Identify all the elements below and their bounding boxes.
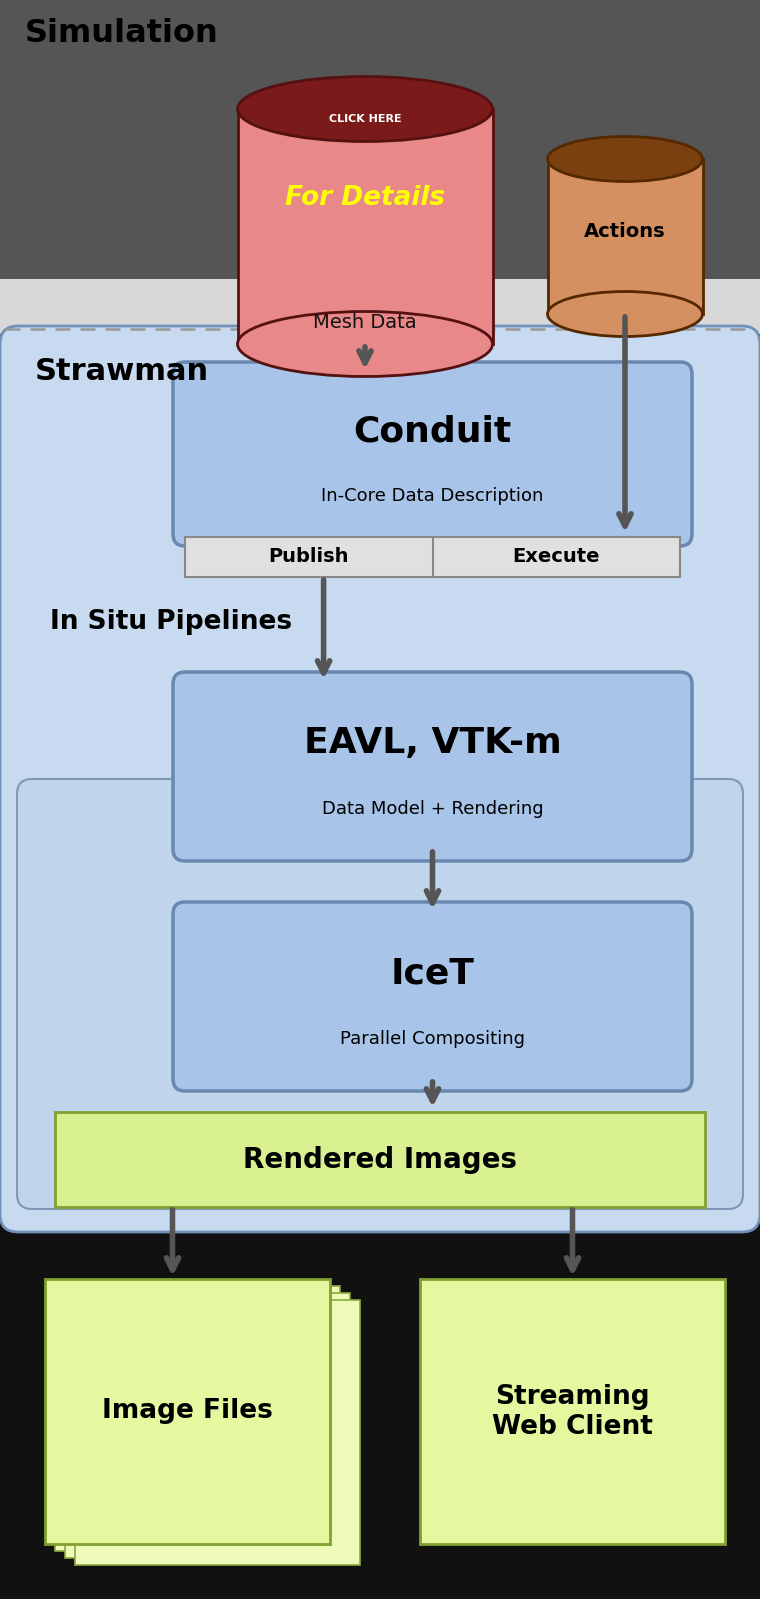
Ellipse shape — [237, 312, 492, 376]
FancyBboxPatch shape — [55, 1111, 705, 1207]
Text: Rendered Images: Rendered Images — [243, 1145, 517, 1174]
Text: Mesh Data: Mesh Data — [313, 313, 416, 333]
Text: In-Core Data Description: In-Core Data Description — [321, 486, 543, 505]
Text: Execute: Execute — [512, 547, 600, 566]
FancyBboxPatch shape — [173, 672, 692, 860]
Ellipse shape — [547, 136, 702, 182]
FancyBboxPatch shape — [173, 902, 692, 1091]
Ellipse shape — [547, 291, 702, 336]
FancyBboxPatch shape — [17, 779, 743, 1209]
FancyBboxPatch shape — [0, 326, 760, 1231]
FancyBboxPatch shape — [0, 0, 760, 278]
Text: Strawman: Strawman — [35, 357, 209, 385]
Text: Publish: Publish — [268, 547, 349, 566]
Polygon shape — [547, 158, 702, 313]
Text: In Situ Pipelines: In Situ Pipelines — [50, 609, 292, 635]
Text: Parallel Compositing: Parallel Compositing — [340, 1030, 525, 1049]
Text: Conduit: Conduit — [353, 414, 511, 449]
FancyBboxPatch shape — [75, 1300, 360, 1565]
Text: Simulation: Simulation — [25, 18, 219, 50]
Text: Data Model + Rendering: Data Model + Rendering — [321, 801, 543, 819]
FancyBboxPatch shape — [420, 1279, 725, 1545]
FancyBboxPatch shape — [173, 361, 692, 545]
Text: CLICK HERE: CLICK HERE — [328, 114, 401, 125]
Text: EAVL, VTK-m: EAVL, VTK-m — [304, 726, 562, 761]
FancyBboxPatch shape — [185, 537, 680, 577]
FancyBboxPatch shape — [0, 278, 760, 334]
Text: IceT: IceT — [391, 956, 474, 990]
Text: Actions: Actions — [584, 222, 666, 241]
FancyBboxPatch shape — [65, 1294, 350, 1557]
FancyBboxPatch shape — [55, 1286, 340, 1551]
Text: Image Files: Image Files — [102, 1399, 273, 1425]
Text: For Details: For Details — [285, 185, 445, 211]
FancyBboxPatch shape — [45, 1279, 330, 1545]
Ellipse shape — [237, 77, 492, 141]
Text: Streaming
Web Client: Streaming Web Client — [492, 1383, 653, 1439]
Polygon shape — [237, 109, 492, 344]
